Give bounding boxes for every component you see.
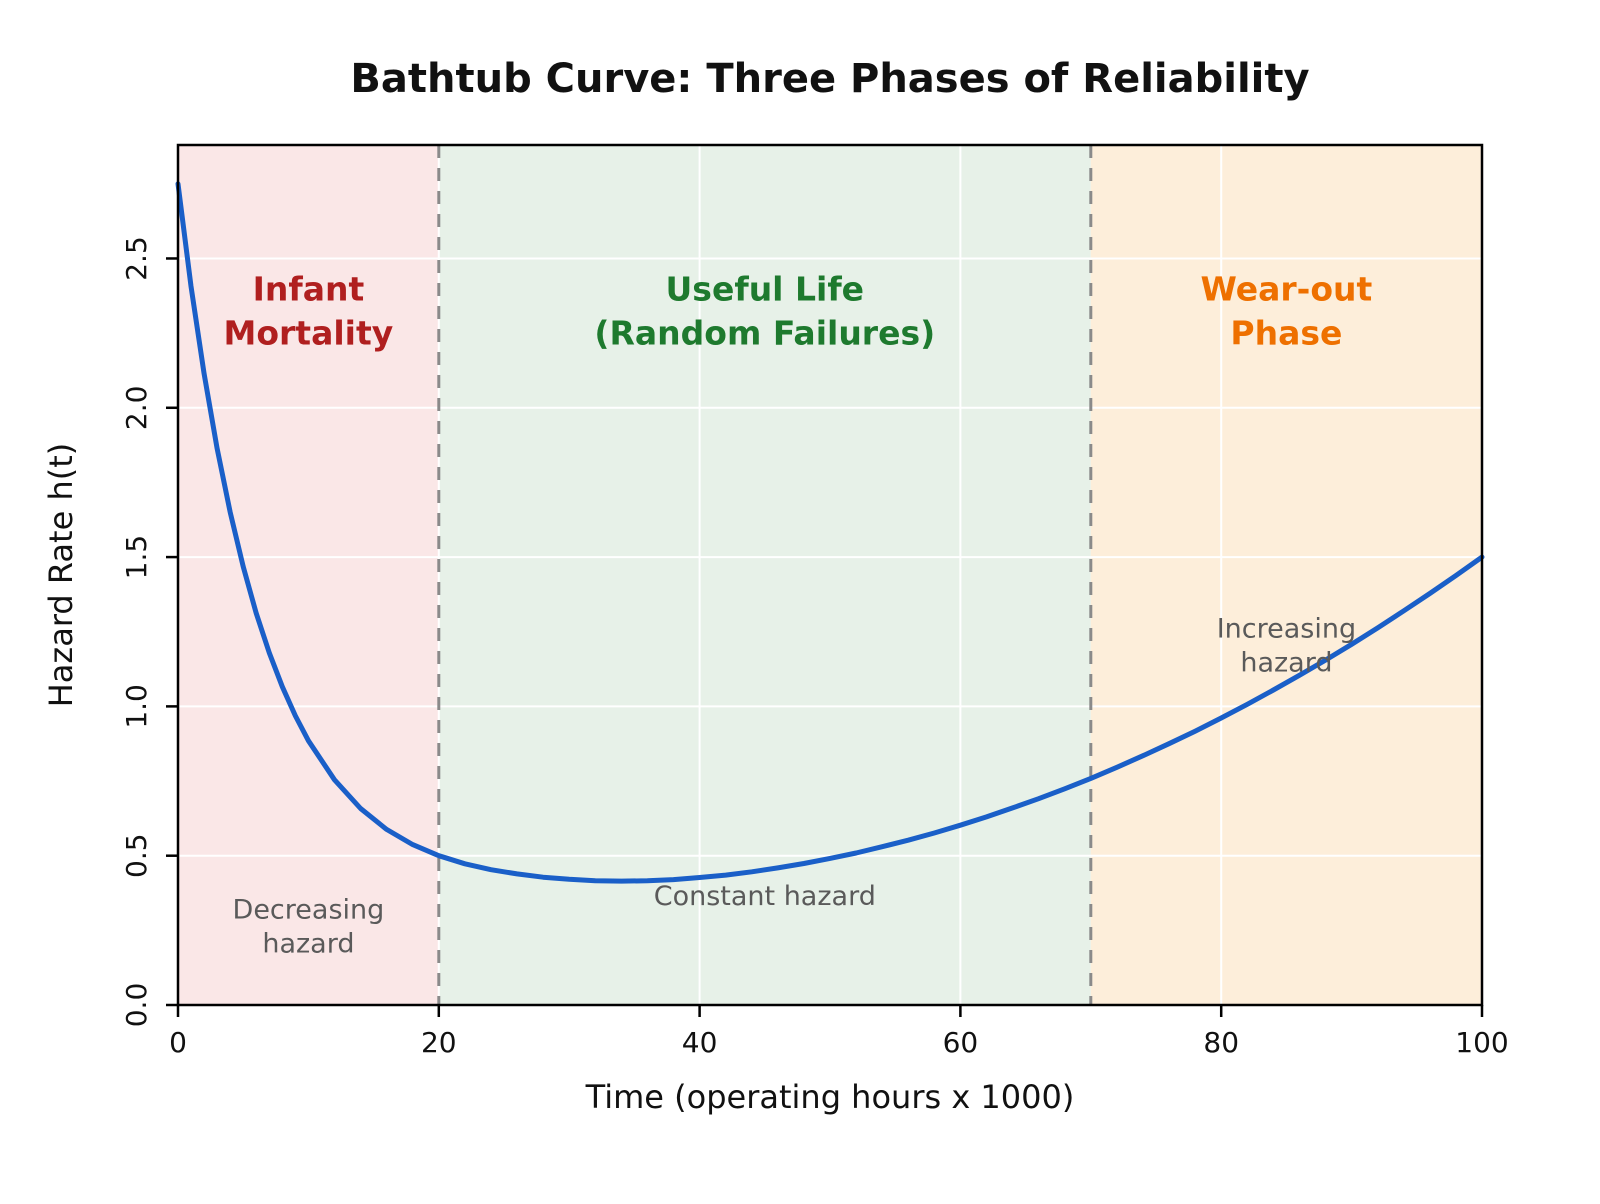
region-bg-infant-mortality (178, 145, 439, 1005)
y-tick-label: 1.0 (120, 684, 153, 729)
x-tick-label: 0 (169, 1026, 187, 1059)
hazard-note-wear-out: Increasing (1217, 614, 1356, 645)
plot-border (176, 143, 1484, 1007)
chart-title: Bathtub Curve: Three Phases of Reliabili… (350, 56, 1309, 102)
y-axis-label: Hazard Rate h(t) (42, 443, 80, 708)
x-tick-label: 40 (682, 1026, 718, 1059)
hazard-curve (175, 181, 1485, 884)
region-bg-wear-out (1090, 145, 1482, 1005)
chart-layers: 0 20 40 60 80 100 0.0 0.5 1.0 1.5 2.0 2.5 Infant Mort… (120, 143, 1509, 1059)
y-tick-label: 2.5 (120, 236, 153, 281)
phase-label-infant-mortality: Mortality (224, 313, 394, 352)
y-tick-label: 1.5 (120, 535, 153, 580)
phase-label-wear-out: Phase (1230, 313, 1342, 352)
x-tick-label: 80 (1203, 1026, 1239, 1059)
y-tick-label: 2.0 (120, 386, 153, 431)
hazard-note-infant-mortality: hazard (262, 928, 354, 959)
phase-label-infant-mortality: Infant (253, 269, 365, 308)
x-tick-label: 20 (421, 1026, 457, 1059)
x-tick-label: 100 (1455, 1026, 1508, 1059)
y-tick-label: 0.0 (120, 983, 153, 1028)
x-tick-label: 60 (943, 1026, 979, 1059)
hazard-note-infant-mortality: Decreasing (233, 894, 385, 925)
region-bg-useful-life (438, 145, 1091, 1005)
phase-label-useful-life: (Random Failures) (594, 313, 935, 352)
x-axis-label: Time (operating hours x 1000) (585, 1078, 1075, 1116)
hazard-note-useful-life: Constant hazard (654, 881, 876, 912)
y-tick-label: 0.5 (120, 833, 153, 878)
phase-label-useful-life: Useful Life (666, 269, 865, 308)
phase-label-wear-out: Wear-out (1201, 269, 1373, 308)
hazard-note-wear-out: hazard (1240, 648, 1332, 679)
